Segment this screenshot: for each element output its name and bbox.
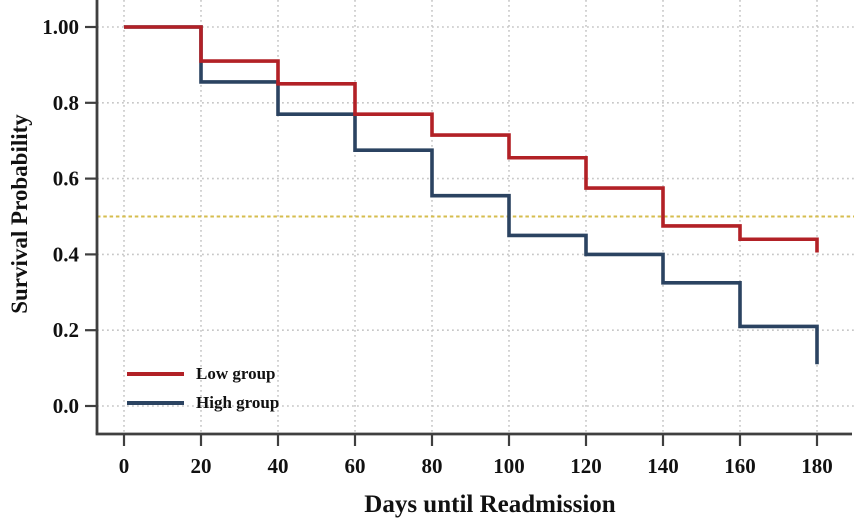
y-axis-title: Survival Probability (7, 114, 32, 314)
y-tick-label-0.2: 0.2 (53, 318, 79, 342)
y-tick-label-0.6: 0.6 (53, 167, 79, 191)
legend-item-high-group: High group (127, 388, 279, 417)
y-tick-label-0.4: 0.4 (53, 242, 80, 266)
low-group-curve (124, 25, 819, 253)
low-group-line-swatch (127, 371, 184, 376)
x-tick-label-60: 60 (345, 454, 366, 478)
x-tick-label-20: 20 (191, 454, 212, 478)
high-group-line-swatch (127, 400, 184, 405)
axes-spines-and-ticks (85, 0, 852, 446)
x-tick-label-80: 80 (422, 454, 443, 478)
legend: Low group High group (127, 359, 279, 417)
x-tick-label-140: 140 (647, 454, 679, 478)
x-tick-label-120: 120 (570, 454, 602, 478)
x-tick-label-180: 180 (801, 454, 833, 478)
x-tick-labels: 0 20 40 60 80 100 120 140 160 180 (119, 454, 833, 478)
legend-item-low-group: Low group (127, 359, 279, 388)
y-tick-label-0.8: 0.8 (53, 91, 79, 115)
legend-label-low-group: Low group (196, 363, 276, 383)
x-axis-title: Days until Readmission (364, 491, 616, 518)
legend-label-high-group: High group (196, 392, 280, 412)
x-tick-label-40: 40 (268, 454, 289, 478)
x-tick-label-0: 0 (119, 454, 130, 478)
x-tick-label-100: 100 (493, 454, 525, 478)
x-tick-label-160: 160 (724, 454, 756, 478)
y-tick-labels: 0.0 0.2 0.4 0.6 0.8 1.00 (42, 15, 79, 418)
survival-curves (124, 25, 819, 365)
y-tick-label-0.0: 0.0 (53, 394, 79, 418)
high-group-curve (124, 25, 819, 365)
y-tick-label-1.00: 1.00 (42, 15, 79, 39)
horizontal-gridlines (97, 26, 854, 407)
